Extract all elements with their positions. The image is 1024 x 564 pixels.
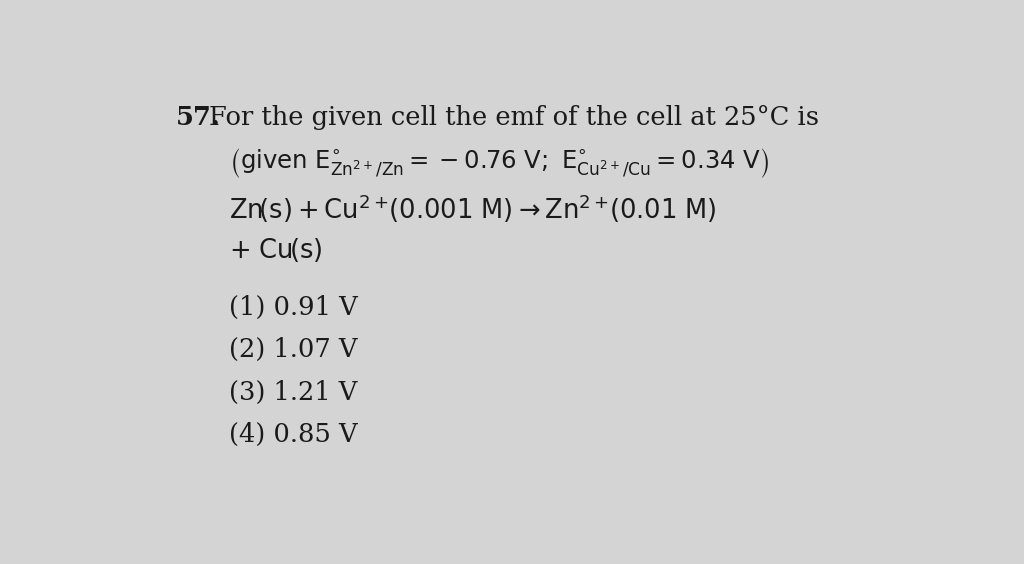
Text: $\mathrm{Zn}\!\left(\mathrm{s}\right) + \mathrm{Cu}^{2+}\!\left(0.001\ \mathrm{M: $\mathrm{Zn}\!\left(\mathrm{s}\right) + … <box>228 192 717 225</box>
Text: (3) 1.21 V: (3) 1.21 V <box>228 380 357 404</box>
Text: $\left(\mathrm{given\ } \mathrm{E}^{\circ}_{\mathrm{Zn}^{2+}/\mathrm{Zn}} = -0.7: $\left(\mathrm{given\ } \mathrm{E}^{\cir… <box>228 146 769 180</box>
Text: $+\ \mathrm{Cu}\!\left(\mathrm{s}\right)$: $+\ \mathrm{Cu}\!\left(\mathrm{s}\right)… <box>228 236 323 263</box>
Text: For the given cell the emf of the cell at 25°C is: For the given cell the emf of the cell a… <box>209 105 819 130</box>
Text: (1) 0.91 V: (1) 0.91 V <box>228 295 357 320</box>
Text: 57.: 57. <box>176 105 221 130</box>
Text: (2) 1.07 V: (2) 1.07 V <box>228 337 357 362</box>
Text: (4) 0.85 V: (4) 0.85 V <box>228 422 357 447</box>
